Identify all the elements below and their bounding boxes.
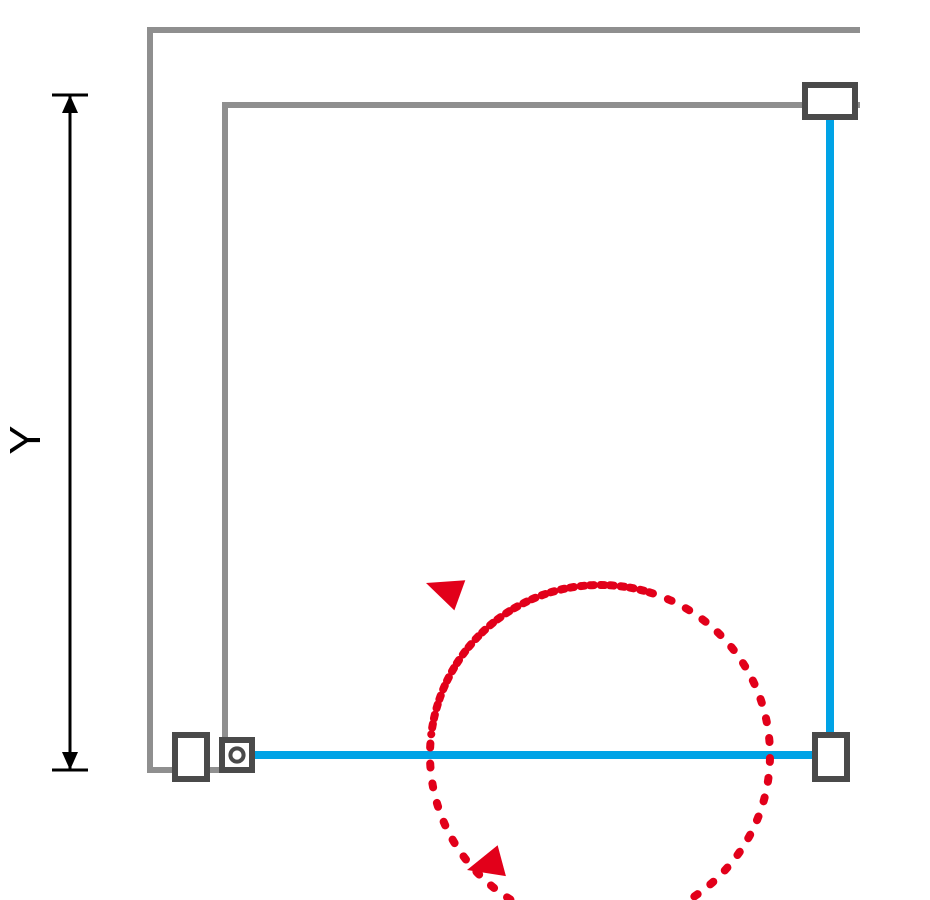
bracket-handle <box>222 740 252 770</box>
dimension-y-label: Y <box>1 425 50 454</box>
bracket-top-right <box>805 85 855 117</box>
canvas-bg <box>0 0 930 900</box>
bracket-bottom-left <box>175 735 207 779</box>
bracket-bottom-right <box>815 735 847 779</box>
